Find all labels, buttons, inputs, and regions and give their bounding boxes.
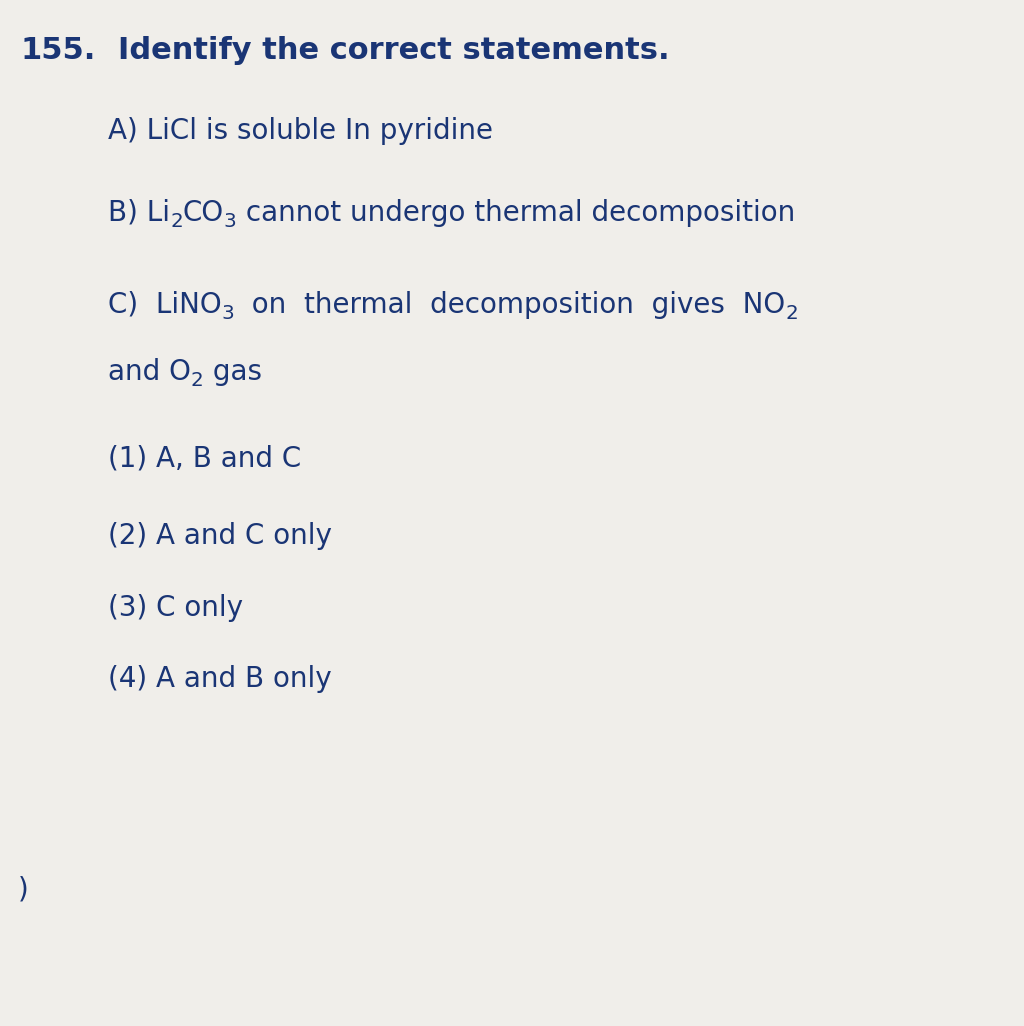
Text: and O: and O <box>108 358 190 386</box>
Text: C)  LiNO: C) LiNO <box>108 291 221 319</box>
Text: on  thermal  decomposition  gives  NO: on thermal decomposition gives NO <box>234 291 785 319</box>
Text: 3: 3 <box>221 304 234 323</box>
Text: cannot undergo thermal decomposition: cannot undergo thermal decomposition <box>237 199 795 227</box>
Text: CO: CO <box>182 199 224 227</box>
Text: 155.: 155. <box>20 36 96 65</box>
Text: A) LiCl is soluble In pyridine: A) LiCl is soluble In pyridine <box>108 117 493 145</box>
Text: 2: 2 <box>170 211 182 231</box>
Text: (3) C only: (3) C only <box>108 594 243 622</box>
Text: 3: 3 <box>224 211 237 231</box>
Text: gas: gas <box>204 358 261 386</box>
Text: 2: 2 <box>785 304 799 323</box>
Text: ): ) <box>18 876 29 904</box>
Text: (2) A and C only: (2) A and C only <box>108 522 332 550</box>
Text: (4) A and B only: (4) A and B only <box>108 666 332 694</box>
Text: B) Li: B) Li <box>108 199 170 227</box>
Text: (1) A, B and C: (1) A, B and C <box>108 445 301 473</box>
Text: Identify the correct statements.: Identify the correct statements. <box>118 36 670 65</box>
Text: 2: 2 <box>190 370 204 390</box>
